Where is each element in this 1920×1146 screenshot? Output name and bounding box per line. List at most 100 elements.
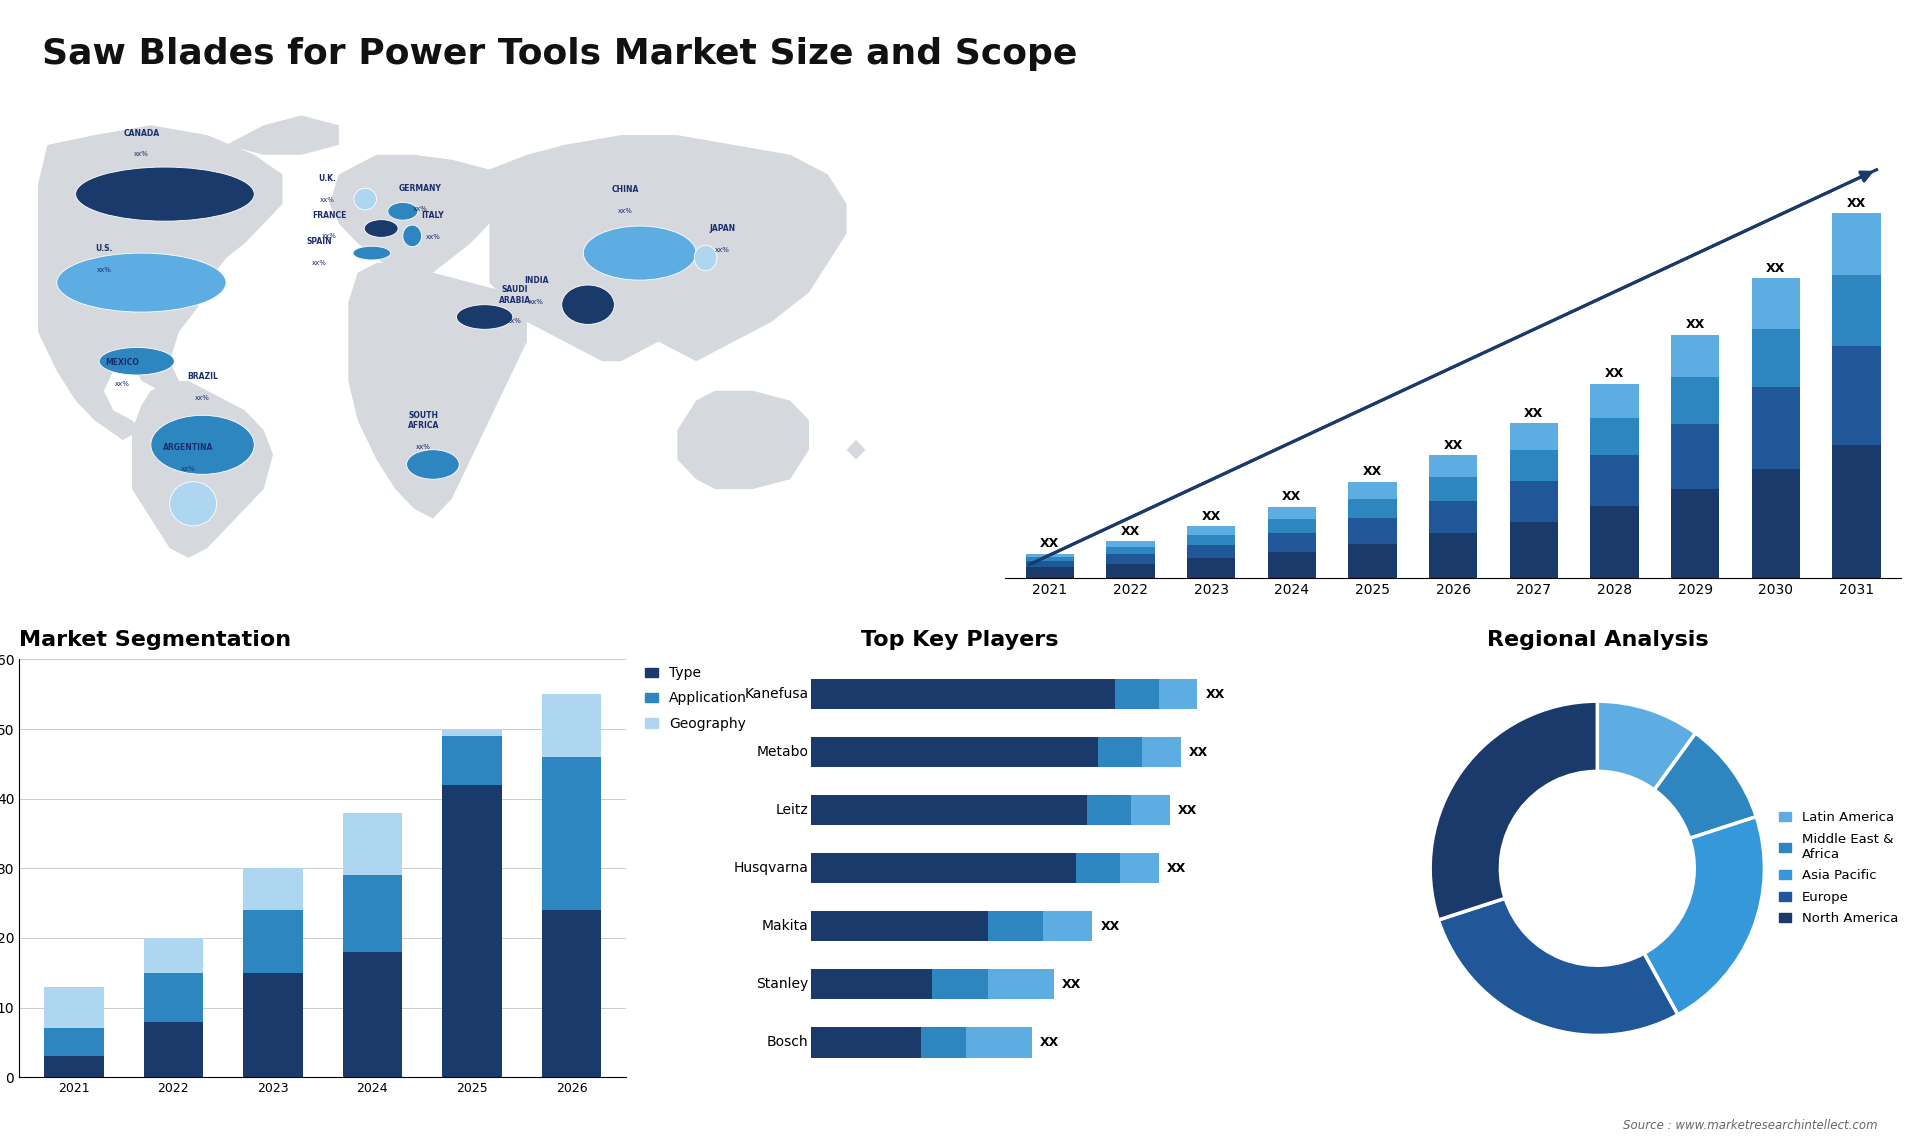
Bar (1751, 278, 1799, 329)
Polygon shape (227, 116, 340, 155)
Polygon shape (490, 135, 847, 361)
Bar (342, 952, 403, 1077)
Bar (1187, 544, 1235, 558)
Text: XX: XX (1847, 197, 1866, 210)
Ellipse shape (407, 449, 459, 479)
Text: xx%: xx% (311, 260, 326, 266)
Text: BRAZIL: BRAZIL (186, 372, 219, 380)
Bar (1832, 213, 1880, 275)
Circle shape (1500, 771, 1693, 965)
Text: XX: XX (1206, 688, 1225, 700)
Bar (44, 987, 104, 1028)
Bar (1187, 526, 1235, 535)
Ellipse shape (584, 226, 697, 280)
Wedge shape (1597, 701, 1695, 790)
Bar (810, 911, 987, 941)
Text: XX: XX (1041, 537, 1060, 550)
Bar (1590, 384, 1638, 417)
Ellipse shape (169, 481, 217, 526)
Bar (1142, 737, 1181, 768)
Bar (1267, 551, 1315, 578)
Bar (1670, 424, 1718, 489)
Bar (987, 911, 1043, 941)
Text: Saw Blades for Power Tools Market Size and Scope: Saw Blades for Power Tools Market Size a… (42, 37, 1077, 71)
Text: XX: XX (1188, 746, 1208, 759)
Wedge shape (1644, 817, 1764, 1014)
Text: XX: XX (1167, 862, 1187, 874)
Bar (810, 795, 1087, 825)
Text: xx%: xx% (180, 466, 196, 472)
Text: Kanefusa: Kanefusa (745, 688, 808, 701)
Text: Metabo: Metabo (756, 745, 808, 760)
Polygon shape (132, 380, 273, 558)
Bar (1187, 535, 1235, 544)
Bar (810, 680, 1114, 709)
Bar (1187, 558, 1235, 578)
Bar (1043, 911, 1092, 941)
Bar (44, 1057, 104, 1077)
Text: XX: XX (1605, 367, 1624, 380)
Ellipse shape (152, 415, 253, 474)
Polygon shape (38, 125, 282, 440)
Bar (810, 854, 1075, 884)
Bar (1114, 680, 1158, 709)
Bar (1751, 469, 1799, 578)
Bar (1119, 854, 1158, 884)
Bar (1075, 854, 1119, 884)
Bar (1025, 557, 1073, 560)
Bar (1158, 680, 1198, 709)
Wedge shape (1430, 701, 1597, 920)
Ellipse shape (403, 225, 422, 246)
Text: xx%: xx% (134, 151, 150, 157)
Text: xx%: xx% (321, 197, 334, 203)
Bar (1428, 501, 1476, 533)
Bar (1348, 518, 1396, 543)
Text: Leitz: Leitz (776, 803, 808, 817)
Ellipse shape (75, 167, 253, 221)
Bar (810, 1027, 922, 1058)
Text: Source : www.marketresearchintellect.com: Source : www.marketresearchintellect.com (1622, 1120, 1878, 1132)
Bar (1670, 335, 1718, 377)
Text: CANADA: CANADA (123, 128, 159, 138)
Text: XX: XX (1444, 439, 1463, 452)
Text: Stanley: Stanley (756, 978, 808, 991)
Bar (1348, 543, 1396, 578)
Bar (1509, 423, 1557, 450)
Bar (922, 1027, 966, 1058)
Text: CHINA: CHINA (612, 186, 639, 194)
Text: XX: XX (1062, 978, 1081, 991)
Text: xx%: xx% (413, 206, 426, 212)
Title: Regional Analysis: Regional Analysis (1486, 629, 1709, 650)
Ellipse shape (58, 253, 227, 312)
Bar (1025, 560, 1073, 567)
Bar (541, 694, 601, 756)
Text: XX: XX (1283, 490, 1302, 503)
Bar (541, 910, 601, 1077)
Text: U.S.: U.S. (96, 244, 113, 253)
Ellipse shape (365, 220, 397, 237)
Bar (933, 970, 987, 999)
Ellipse shape (353, 188, 376, 210)
Bar (1025, 567, 1073, 578)
Bar (244, 910, 303, 973)
Bar (987, 970, 1054, 999)
Bar (1832, 445, 1880, 578)
Bar (1590, 507, 1638, 578)
Text: ARGENTINA: ARGENTINA (163, 444, 213, 453)
Bar (244, 869, 303, 910)
Bar (1428, 533, 1476, 578)
Text: xx%: xx% (618, 207, 634, 214)
Text: XX: XX (1766, 261, 1786, 275)
Bar (966, 1027, 1031, 1058)
Polygon shape (847, 440, 866, 460)
Bar (144, 1021, 204, 1077)
Bar (1025, 554, 1073, 557)
Ellipse shape (563, 285, 614, 324)
Bar (1428, 455, 1476, 477)
Bar (442, 729, 501, 736)
Title: Top Key Players: Top Key Players (862, 629, 1058, 650)
Bar (442, 785, 501, 1077)
Wedge shape (1438, 898, 1678, 1036)
Text: xx%: xx% (426, 234, 440, 240)
Bar (1751, 387, 1799, 469)
